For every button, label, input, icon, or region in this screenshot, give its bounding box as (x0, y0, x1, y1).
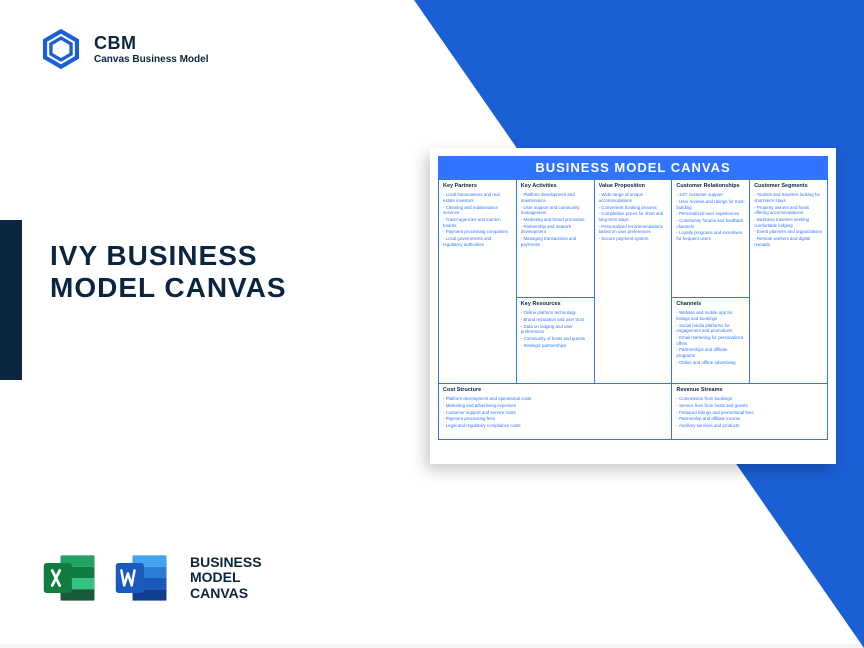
list-item: User reviews and ratings for trust-build… (676, 199, 745, 210)
list-item: User support and community management (521, 205, 590, 216)
list-item: Ancillary services and products (676, 423, 823, 429)
cell-key-resources: Key Resources Online platform technology… (517, 298, 595, 384)
list-item: Remote workers and digital nomads (754, 236, 823, 247)
list-item: Platform development and maintenance (521, 192, 590, 203)
logo-acronym: CBM (94, 33, 208, 54)
list-item: Online and offline advertising (676, 360, 745, 366)
list-item: Data on lodging and user preferences (521, 324, 590, 335)
list-item: Secure payment system (599, 236, 668, 242)
list-item: Partnership and network development (521, 224, 590, 235)
list-item: Email marketing for personalized offers (676, 335, 745, 346)
list-item: Online platform technology (521, 310, 590, 316)
list-item: Event planners and organizations (754, 229, 823, 235)
headline-line-2: MODEL CANVAS (50, 272, 287, 304)
list-item: Travel agencies and tourism boards (443, 217, 512, 228)
list-item: Legal and regulatory compliance costs (443, 423, 667, 429)
list-item: Tourists and travelers looking for short… (754, 192, 823, 203)
list-item: Service fees from hosts and guests (676, 403, 823, 409)
cell-key-activities: Key Activities Platform development and … (517, 180, 595, 298)
list-item: Partnership and affiliate income (676, 416, 823, 422)
canvas-preview: BUSINESS MODEL CANVAS Key Partners Local… (430, 148, 836, 464)
list-item: Strategic partnerships (521, 343, 590, 349)
logo: CBM Canvas Business Model (40, 28, 208, 70)
cell-channels: Channels Website and mobile app for list… (672, 298, 750, 384)
list-item: Commission from bookings (676, 396, 823, 402)
list-item: Social media platforms for engagement an… (676, 323, 745, 334)
list-item: Payment processing fees (443, 416, 667, 422)
list-item: Wide range of unique accommodations (599, 192, 668, 203)
list-item: Competitive prices for short and long-te… (599, 211, 668, 222)
list-item: Community forums and feedback channels (676, 218, 745, 229)
list-item: Brand reputation and user trust (521, 317, 590, 323)
cell-customer-relationships: Customer Relationships 24/7 customer sup… (672, 180, 750, 298)
list-item: Featured listings and promotional fees (676, 410, 823, 416)
list-item: Community of hosts and guests (521, 336, 590, 342)
app-icons-row: BUSINESS MODEL CANVAS (40, 548, 262, 608)
logo-full-name: Canvas Business Model (94, 54, 208, 65)
list-item: Website and mobile app for listings and … (676, 310, 745, 321)
page-title: IVY BUSINESS MODEL CANVAS (50, 240, 287, 304)
list-item: Customer support and service costs (443, 410, 667, 416)
cell-key-partners: Key Partners Local homeowners and real e… (439, 180, 517, 384)
list-item: Loyalty programs and incentives for freq… (676, 230, 745, 241)
excel-icon (40, 548, 100, 608)
headline-line-1: IVY BUSINESS (50, 240, 287, 272)
list-item: Local homeowners and real estate investo… (443, 192, 512, 203)
word-icon (112, 548, 172, 608)
bottom-shadow (0, 644, 864, 648)
canvas-title: BUSINESS MODEL CANVAS (438, 156, 828, 179)
list-item: Business travelers seeking comfortable l… (754, 217, 823, 228)
list-item: Cleaning and maintenance services (443, 205, 512, 216)
cell-revenue-streams: Revenue Streams Commission from bookings… (672, 384, 828, 440)
apps-label: BUSINESS MODEL CANVAS (190, 555, 262, 601)
list-item: Marketing and brand promotion (521, 217, 590, 223)
list-item: Managing transactions and payments (521, 236, 590, 247)
list-item: Convenient booking process (599, 205, 668, 211)
list-item: Personalized recommendations based on us… (599, 224, 668, 235)
cell-value-proposition: Value Proposition Wide range of unique a… (595, 180, 673, 384)
cell-customer-segments: Customer Segments Tourists and travelers… (750, 180, 828, 384)
list-item: Local governments and regulatory authori… (443, 236, 512, 247)
cbm-logo-icon (40, 28, 82, 70)
list-item: Payment processing companies (443, 229, 512, 235)
cell-cost-structure: Cost Structure Platform development and … (439, 384, 672, 440)
list-item: Platform development and operational cos… (443, 396, 667, 402)
list-item: Personalized user experiences (676, 211, 745, 217)
list-item: Marketing and advertising expenses (443, 403, 667, 409)
canvas-grid: Key Partners Local homeowners and real e… (438, 179, 828, 440)
side-accent-bar (0, 220, 22, 380)
list-item: 24/7 customer support (676, 192, 745, 198)
list-item: Partnerships and affiliate programs (676, 347, 745, 358)
list-item: Property owners and hosts offering accom… (754, 205, 823, 216)
